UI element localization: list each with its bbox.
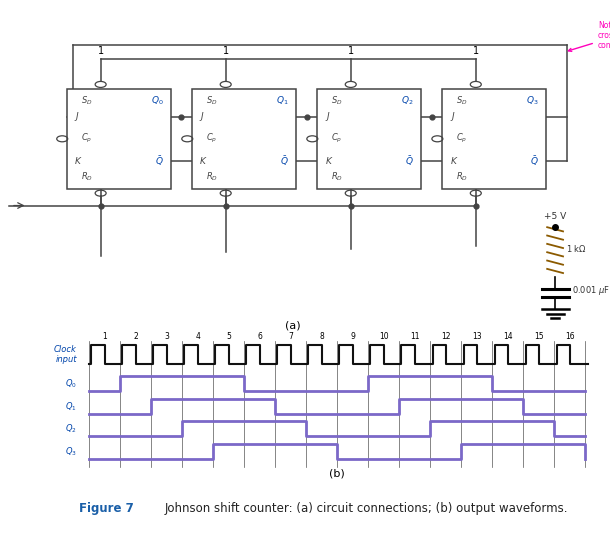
Text: 0.001 $\mu$F: 0.001 $\mu$F <box>572 284 610 297</box>
Text: +5 V: +5 V <box>544 212 566 221</box>
Text: $S_D$: $S_D$ <box>456 95 467 107</box>
Text: $K$: $K$ <box>199 155 208 166</box>
Text: 1 k$\Omega$: 1 k$\Omega$ <box>566 243 587 254</box>
Text: $R_D$: $R_D$ <box>456 171 468 183</box>
Text: $\bar{Q}$: $\bar{Q}$ <box>155 154 163 168</box>
Text: $C_p$: $C_p$ <box>456 132 467 145</box>
Text: $Q_3$: $Q_3$ <box>65 445 77 458</box>
Text: 1: 1 <box>98 46 104 56</box>
Text: (a): (a) <box>285 321 301 331</box>
Text: $J$: $J$ <box>325 110 331 123</box>
Text: $J$: $J$ <box>74 110 81 123</box>
Text: 11: 11 <box>410 332 420 341</box>
Text: $S_D$: $S_D$ <box>206 95 217 107</box>
Text: 8: 8 <box>320 332 324 341</box>
Text: $J$: $J$ <box>450 110 456 123</box>
Text: $K$: $K$ <box>74 155 83 166</box>
Text: $\bar{Q}$: $\bar{Q}$ <box>530 154 539 168</box>
Text: $S_D$: $S_D$ <box>81 95 92 107</box>
Text: 1: 1 <box>223 46 229 56</box>
Text: 6: 6 <box>257 332 262 341</box>
Text: Johnson shift counter: (a) circuit connections; (b) output waveforms.: Johnson shift counter: (a) circuit conne… <box>165 502 568 515</box>
Text: 10: 10 <box>379 332 389 341</box>
Text: $Q_1$: $Q_1$ <box>276 95 289 107</box>
Text: $Q_0$: $Q_0$ <box>65 378 77 390</box>
Text: $R_D$: $R_D$ <box>206 171 218 183</box>
Text: Figure 7: Figure 7 <box>79 502 134 515</box>
Text: 2: 2 <box>134 332 138 341</box>
Text: 14: 14 <box>503 332 512 341</box>
Text: Notice
cross
connection: Notice cross connection <box>569 20 610 52</box>
Text: 15: 15 <box>534 332 544 341</box>
Text: 12: 12 <box>441 332 451 341</box>
Bar <box>67 89 171 189</box>
Text: $\bar{Q}$: $\bar{Q}$ <box>280 154 289 168</box>
Text: 9: 9 <box>350 332 355 341</box>
Text: $K$: $K$ <box>325 155 333 166</box>
Text: $S_D$: $S_D$ <box>331 95 342 107</box>
Text: $Q_3$: $Q_3$ <box>526 95 539 107</box>
Text: $Q_1$: $Q_1$ <box>65 400 77 413</box>
Text: 3: 3 <box>164 332 169 341</box>
Bar <box>442 89 546 189</box>
Text: Clock
input: Clock input <box>54 344 77 364</box>
Text: $C_p$: $C_p$ <box>331 132 342 145</box>
Text: $C_p$: $C_p$ <box>206 132 217 145</box>
Text: $Q_0$: $Q_0$ <box>151 95 163 107</box>
Text: 1: 1 <box>473 46 479 56</box>
Text: $Q_2$: $Q_2$ <box>65 423 77 435</box>
Text: (b): (b) <box>329 469 345 479</box>
Text: 1: 1 <box>102 332 107 341</box>
Text: 5: 5 <box>226 332 231 341</box>
Text: $\bar{Q}$: $\bar{Q}$ <box>405 154 414 168</box>
Text: $J$: $J$ <box>199 110 206 123</box>
Bar <box>317 89 421 189</box>
Bar <box>192 89 296 189</box>
Text: 1: 1 <box>348 46 354 56</box>
Text: $Q_2$: $Q_2$ <box>401 95 414 107</box>
Text: 4: 4 <box>195 332 200 341</box>
Text: $K$: $K$ <box>450 155 458 166</box>
Text: $R_D$: $R_D$ <box>81 171 93 183</box>
Text: 13: 13 <box>472 332 482 341</box>
Text: 7: 7 <box>289 332 293 341</box>
Text: $C_p$: $C_p$ <box>81 132 92 145</box>
Text: 16: 16 <box>565 332 575 341</box>
Text: $R_D$: $R_D$ <box>331 171 343 183</box>
